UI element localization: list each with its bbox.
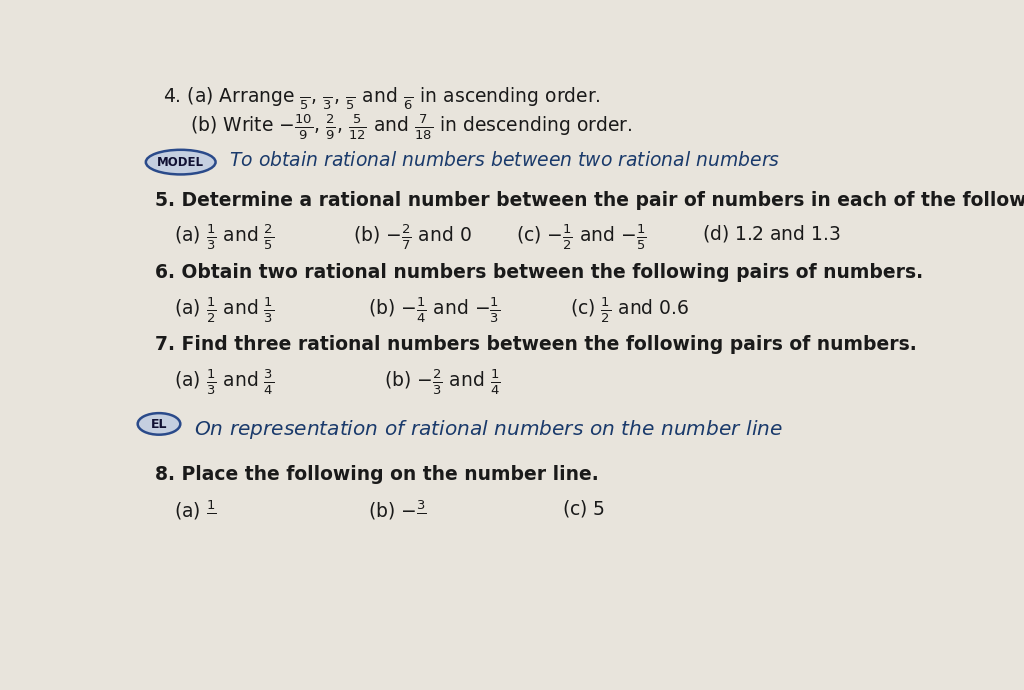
Ellipse shape — [145, 150, 216, 175]
Text: (b) Write $-\frac{10}{9}$, $\frac{2}{9}$, $\frac{5}{12}$ and $\frac{7}{18}$ in d: (b) Write $-\frac{10}{9}$, $\frac{2}{9}$… — [190, 112, 633, 141]
Text: (b) $-\frac{3}{\ }$: (b) $-\frac{3}{\ }$ — [369, 497, 427, 522]
Text: 4. (a) Arrange $\frac{\ }{5}$, $\frac{\ }{3}$, $\frac{\ }{5}$ and $\frac{\ }{6}$: 4. (a) Arrange $\frac{\ }{5}$, $\frac{\ … — [163, 86, 601, 112]
Text: 7. Find three rational numbers between the following pairs of numbers.: 7. Find three rational numbers between t… — [155, 335, 916, 355]
Text: $\mathit{To\ obtain\ rational\ numbers\ between\ two\ rational\ numbers}$: $\mathit{To\ obtain\ rational\ numbers\ … — [228, 151, 780, 170]
Text: EL: EL — [151, 418, 167, 431]
Text: (c) $5$: (c) $5$ — [562, 497, 605, 519]
Text: (d) $1.2$ and $1.3$: (d) $1.2$ and $1.3$ — [701, 223, 841, 244]
Text: (b) $-\frac{1}{4}$ and $-\frac{1}{3}$: (b) $-\frac{1}{4}$ and $-\frac{1}{3}$ — [369, 295, 501, 325]
Text: (a) $\frac{1}{2}$ and $\frac{1}{3}$: (a) $\frac{1}{2}$ and $\frac{1}{3}$ — [174, 295, 274, 325]
Text: (b) $-\frac{2}{3}$ and $\frac{1}{4}$: (b) $-\frac{2}{3}$ and $\frac{1}{4}$ — [384, 368, 500, 397]
Ellipse shape — [137, 413, 180, 435]
Text: $\mathit{On\ representation\ of\ rational\ numbers\ on\ the\ number\ line}$: $\mathit{On\ representation\ of\ rationa… — [194, 417, 782, 441]
Text: 8. Place the following on the number line.: 8. Place the following on the number lin… — [155, 466, 599, 484]
Text: (c) $\frac{1}{2}$ and $0.6$: (c) $\frac{1}{2}$ and $0.6$ — [569, 295, 689, 325]
Text: (c) $-\frac{1}{2}$ and $-\frac{1}{5}$: (c) $-\frac{1}{2}$ and $-\frac{1}{5}$ — [515, 223, 646, 253]
Text: (a) $\frac{1}{3}$ and $\frac{3}{4}$: (a) $\frac{1}{3}$ and $\frac{3}{4}$ — [174, 368, 274, 397]
Text: (b) $-\frac{2}{7}$ and $0$: (b) $-\frac{2}{7}$ and $0$ — [352, 223, 471, 253]
Text: MODEL: MODEL — [158, 157, 204, 169]
Text: (a) $\frac{1}{3}$ and $\frac{2}{5}$: (a) $\frac{1}{3}$ and $\frac{2}{5}$ — [174, 223, 274, 253]
Text: (a) $\frac{1}{\ }$: (a) $\frac{1}{\ }$ — [174, 497, 217, 522]
Text: 6. Obtain two rational numbers between the following pairs of numbers.: 6. Obtain two rational numbers between t… — [155, 263, 924, 282]
Text: 5. Determine a rational number between the pair of numbers in each of the follow: 5. Determine a rational number between t… — [155, 190, 1024, 210]
